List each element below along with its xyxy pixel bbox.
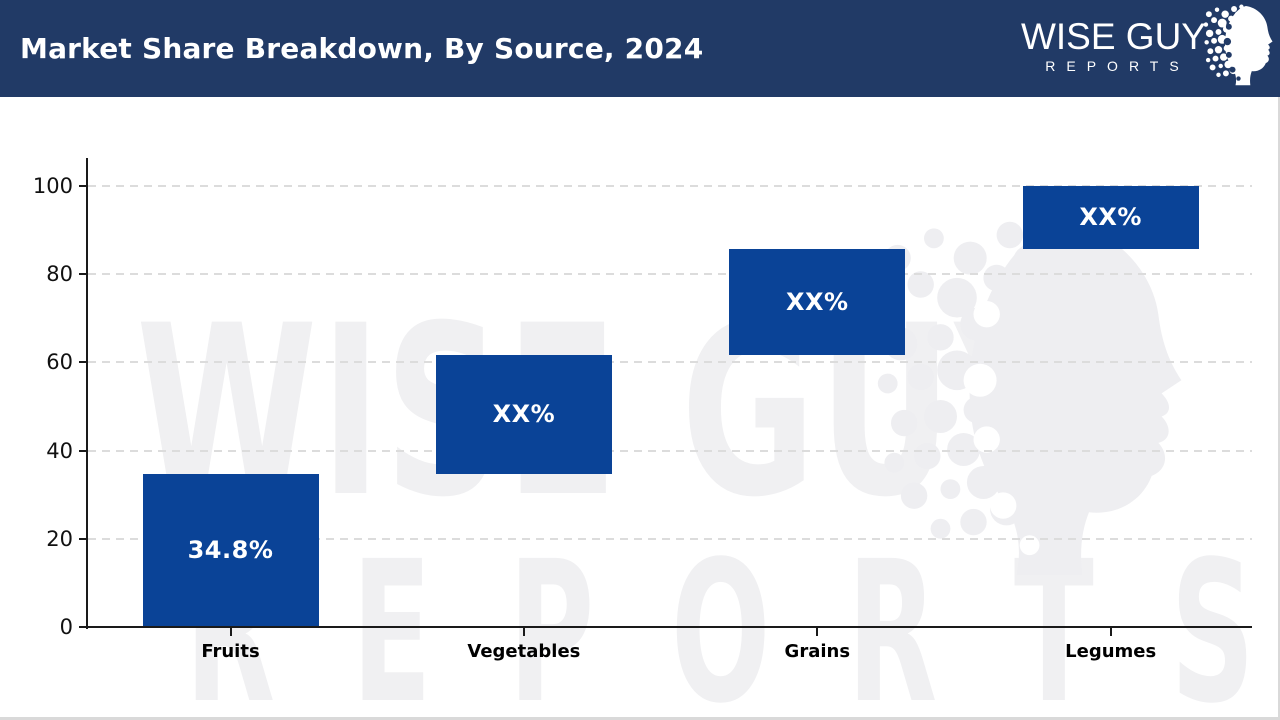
x-tick-mark-3 xyxy=(1109,628,1112,636)
bar-segment-grains: XX% xyxy=(729,248,906,356)
x-tick-mark-0 xyxy=(229,628,232,636)
bar-value-label: XX% xyxy=(1079,203,1142,232)
x-category-label-fruits: Fruits xyxy=(201,641,260,662)
y-tick-label-80: 80 xyxy=(46,262,73,287)
y-gridline-100 xyxy=(88,185,1252,187)
y-tick-label-20: 20 xyxy=(46,526,73,551)
x-tick-mark-2 xyxy=(816,628,819,636)
header-bar: Market Share Breakdown, By Source, 2024 … xyxy=(0,0,1280,97)
y-tick-mark-80 xyxy=(79,273,87,276)
bar-value-label: 34.8% xyxy=(187,536,274,565)
y-tick-mark-60 xyxy=(79,361,87,364)
x-category-label-vegetables: Vegetables xyxy=(467,641,581,662)
y-gridline-80 xyxy=(88,273,1252,276)
x-tick-mark-1 xyxy=(522,628,525,636)
page-title: Market Share Breakdown, By Source, 2024 xyxy=(20,32,704,65)
bar-segment-vegetables: XX% xyxy=(435,355,612,474)
y-gridline-40 xyxy=(88,449,1252,452)
y-tick-label-100: 100 xyxy=(32,174,73,198)
bar-segment-legumes: XX% xyxy=(1022,186,1199,249)
bar-value-label: XX% xyxy=(786,287,849,316)
x-axis-line xyxy=(86,626,1252,628)
wiseguy-logo-text: WISE GUY REPORTS xyxy=(1021,18,1206,74)
y-gridline-60 xyxy=(88,361,1252,364)
logo-subtext: REPORTS xyxy=(1045,58,1190,74)
y-tick-label-60: 60 xyxy=(46,350,73,375)
y-tick-mark-0 xyxy=(79,626,87,628)
wiseguy-logo: WISE GUY REPORTS xyxy=(1021,4,1274,88)
wiseguy-head-icon xyxy=(1203,4,1273,86)
bar-value-label: XX% xyxy=(492,400,556,429)
bar-segment-fruits: 34.8% xyxy=(142,473,319,627)
y-gridline-20 xyxy=(88,537,1252,540)
logo-wordmark: WISE GUY xyxy=(1020,16,1206,57)
y-tick-mark-40 xyxy=(79,449,87,452)
x-category-label-legumes: Legumes xyxy=(1065,641,1157,662)
y-tick-label-0: 0 xyxy=(59,615,73,639)
y-axis-line xyxy=(86,158,88,629)
y-tick-mark-20 xyxy=(79,537,87,540)
y-tick-label-40: 40 xyxy=(46,438,73,463)
x-category-label-grains: Grains xyxy=(784,641,851,662)
y-tick-mark-100 xyxy=(79,185,87,187)
